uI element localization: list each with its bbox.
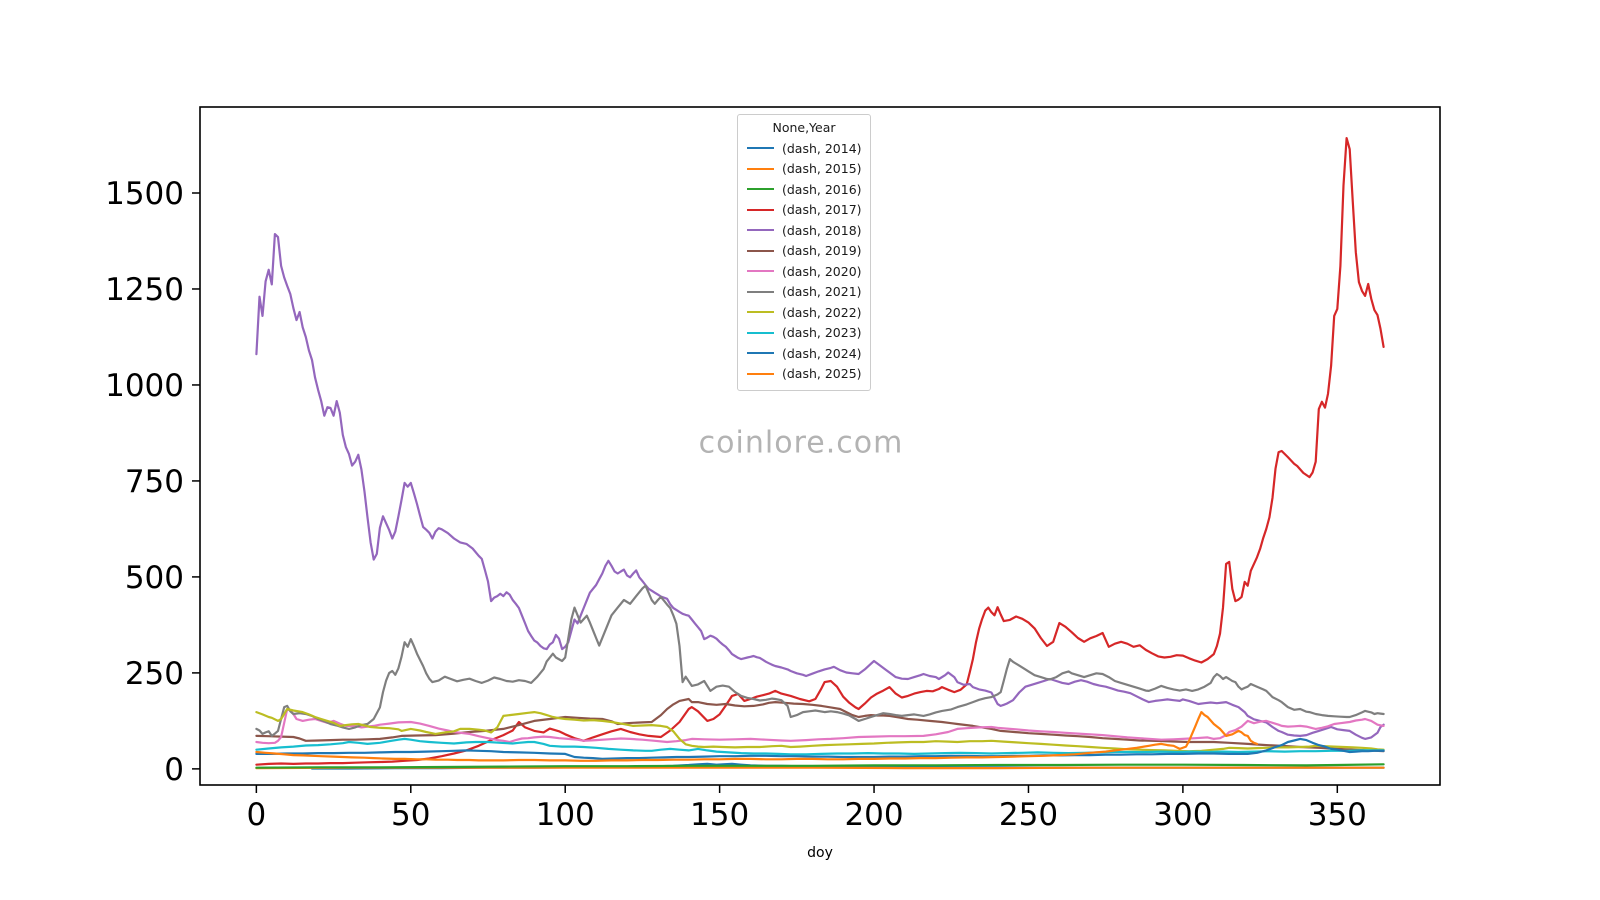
- legend-swatch: [747, 352, 774, 355]
- legend-label: (dash, 2019): [782, 243, 862, 259]
- x-tick-label: 150: [690, 797, 749, 833]
- legend-item-dash-2015: (dash, 2015): [738, 159, 870, 180]
- legend-label: (dash, 2024): [782, 345, 862, 361]
- series-line-dash-2016: [255, 763, 1385, 769]
- legend-item-dash-2019: (dash, 2019): [738, 241, 870, 262]
- legend-swatch: [747, 147, 774, 150]
- legend-item-dash-2025: (dash, 2025): [738, 364, 870, 385]
- legend-items: (dash, 2014) (dash, 2015) (dash, 2016) (das…: [738, 138, 870, 384]
- series-line-dash-2024: [255, 737, 1385, 761]
- y-tick-label: 250: [125, 656, 184, 692]
- legend-item-dash-2016: (dash, 2016): [738, 179, 870, 200]
- legend-label: (dash, 2018): [782, 222, 862, 238]
- plot-border: [199, 106, 1441, 786]
- x-tick-label: 200: [844, 797, 903, 833]
- legend-label: (dash, 2015): [782, 161, 862, 177]
- coinlore-watermark: coinlore.com: [698, 425, 904, 461]
- legend-label: (dash, 2020): [782, 263, 862, 279]
- legend-swatch: [747, 249, 774, 252]
- x-tick-label: 50: [391, 797, 430, 833]
- legend-swatch: [747, 167, 774, 170]
- x-tick-label: 100: [536, 797, 595, 833]
- legend-label: (dash, 2014): [782, 140, 862, 156]
- series-line-dash-2019: [255, 697, 1385, 753]
- series-line-dash-2025: [255, 710, 1259, 762]
- legend-label: (dash, 2017): [782, 202, 862, 218]
- legend-swatch: [747, 208, 774, 211]
- legend-item-dash-2017: (dash, 2017): [738, 200, 870, 221]
- y-tick-label: 750: [125, 464, 184, 500]
- chart-legend: None,Year (dash, 2014) (dash, 2015) (dash,…: [737, 114, 871, 391]
- legend-item-dash-2020: (dash, 2020): [738, 261, 870, 282]
- legend-swatch: [747, 372, 774, 375]
- series-line-dash-2021: [255, 584, 1385, 738]
- x-axis-label: doy: [807, 845, 833, 861]
- legend-item-dash-2024: (dash, 2024): [738, 343, 870, 364]
- legend-title: None,Year: [772, 120, 836, 135]
- legend-swatch: [747, 311, 774, 314]
- y-tick-label: 500: [125, 560, 184, 596]
- legend-label: (dash, 2021): [782, 284, 862, 300]
- legend-label: (dash, 2025): [782, 366, 862, 382]
- x-tick-label: 300: [1153, 797, 1212, 833]
- series-line-dash-2018: [255, 233, 1385, 741]
- x-tick-label: 250: [999, 797, 1058, 833]
- legend-item-dash-2014: (dash, 2014): [738, 138, 870, 159]
- x-tick-label: 350: [1308, 797, 1367, 833]
- legend-item-dash-2022: (dash, 2022): [738, 302, 870, 323]
- legend-swatch: [747, 270, 774, 273]
- series-line-dash-2023: [255, 737, 1385, 756]
- legend-swatch: [747, 331, 774, 334]
- y-tick-label: 0: [164, 752, 184, 788]
- legend-swatch: [747, 229, 774, 232]
- legend-swatch: [747, 290, 774, 293]
- legend-label: (dash, 2022): [782, 304, 862, 320]
- y-tick-label: 1250: [105, 272, 184, 308]
- legend-item-dash-2021: (dash, 2021): [738, 282, 870, 303]
- legend-item-dash-2018: (dash, 2018): [738, 220, 870, 241]
- legend-swatch: [747, 188, 774, 191]
- legend-item-dash-2023: (dash, 2023): [738, 323, 870, 344]
- legend-label: (dash, 2016): [782, 181, 862, 197]
- legend-label: (dash, 2023): [782, 325, 862, 341]
- x-tick-label: 0: [246, 797, 266, 833]
- y-tick-label: 1000: [105, 368, 184, 404]
- y-tick-label: 1500: [105, 176, 184, 212]
